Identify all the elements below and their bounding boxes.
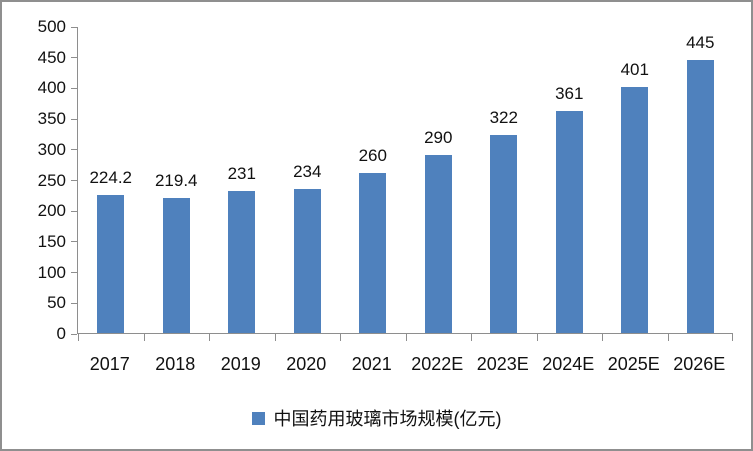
x-axis-tick <box>143 333 145 341</box>
y-axis-tick <box>71 26 77 28</box>
bar-value-label: 445 <box>686 33 715 52</box>
x-axis-tick-label: 2025E <box>607 354 660 374</box>
x-axis-tick <box>667 333 669 341</box>
y-axis-tick <box>71 149 77 151</box>
y-axis-tick <box>71 87 77 89</box>
x-axis-tick-label: 2019 <box>220 354 261 374</box>
bar-value-label: 401 <box>620 60 649 79</box>
x-axis-tick <box>78 333 79 341</box>
x-axis-tick-label: 2018 <box>155 354 196 374</box>
y-axis-tick-label: 100 <box>37 262 66 282</box>
legend-series-label: 中国药用玻璃市场规模(亿元) <box>273 409 502 429</box>
x-axis-tick <box>602 333 603 341</box>
y-axis-tick <box>71 333 77 335</box>
bar-value-label: 231 <box>227 164 256 183</box>
bar-value-label: 322 <box>489 108 518 127</box>
y-axis-tick-label: 450 <box>37 47 66 67</box>
bar-value-label: 361 <box>555 84 584 103</box>
y-axis-tick <box>71 57 77 59</box>
y-axis-tick-label: 0 <box>56 324 66 343</box>
x-axis-tick-label: 2017 <box>89 354 130 374</box>
bar <box>621 87 649 333</box>
y-axis-tick <box>71 180 77 181</box>
bar-value-label: 234 <box>293 162 322 181</box>
bar <box>359 173 387 333</box>
legend-swatch-icon <box>251 411 265 425</box>
x-axis-tick <box>471 333 472 341</box>
legend: 中国药用玻璃市场规模(亿元) <box>2 405 751 431</box>
bar <box>555 111 583 333</box>
bar <box>686 60 714 333</box>
y-axis-tick <box>71 210 77 212</box>
x-axis-tick-label: 2024E <box>542 354 595 374</box>
x-axis-tick <box>340 333 341 341</box>
bar <box>293 189 321 333</box>
y-axis-tick-label: 350 <box>37 109 66 129</box>
y-axis-tick <box>71 272 77 274</box>
bar <box>424 155 452 333</box>
x-axis-tick-label: 2023E <box>476 354 529 374</box>
bar-value-label: 290 <box>424 128 453 147</box>
y-axis-tick-label: 500 <box>37 17 66 36</box>
y-axis-tick-label: 250 <box>37 170 66 190</box>
x-axis-tick <box>536 333 538 341</box>
bar-value-label: 224.2 <box>89 168 133 187</box>
bar-value-label: 260 <box>358 146 387 165</box>
x-axis-tick-label: 2021 <box>351 354 392 374</box>
x-axis-tick-label: 2020 <box>286 354 327 374</box>
y-axis-tick-label: 50 <box>47 293 66 313</box>
x-axis-tick <box>405 333 407 341</box>
plot-area: 224.2 219.4 231 234 260 290 322 361 401 445 <box>71 26 733 341</box>
bar <box>490 135 518 333</box>
bar <box>228 191 256 333</box>
bar-value-label: 219.4 <box>154 171 198 190</box>
y-axis-tick <box>71 118 77 120</box>
y-axis-tick <box>71 302 77 304</box>
y-axis-tick-label: 150 <box>37 231 66 251</box>
y-axis-tick-label: 200 <box>37 201 66 221</box>
x-axis-tick-label: 2022E <box>411 354 464 374</box>
x-axis-tick <box>732 333 733 341</box>
bar <box>162 198 190 333</box>
bar <box>97 195 125 333</box>
y-axis-tick-label: 300 <box>37 139 66 159</box>
y-axis-tick <box>71 241 77 243</box>
y-axis-tick-label: 400 <box>37 78 66 98</box>
x-axis-tick <box>274 333 276 341</box>
x-axis-tick-label: 2026E <box>673 354 726 374</box>
x-axis-tick <box>209 333 210 341</box>
